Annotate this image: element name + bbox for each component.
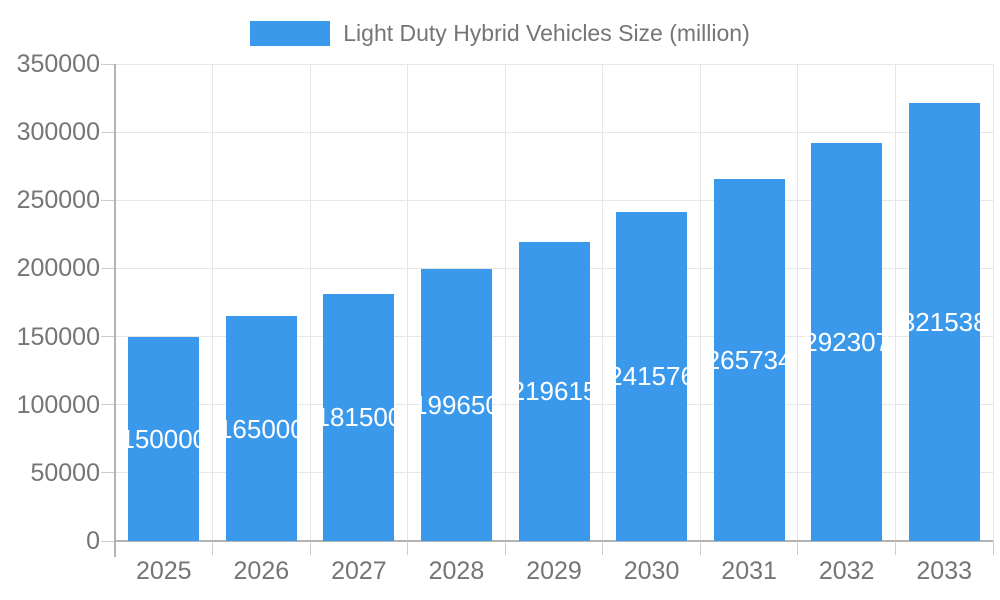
bar[interactable] [713, 178, 785, 541]
v-gridline [504, 64, 506, 541]
x-tick [894, 541, 896, 555]
bar[interactable] [128, 336, 200, 541]
y-tick [101, 267, 115, 269]
y-tick-label: 200000 [16, 254, 100, 283]
h-gridline [115, 63, 993, 65]
x-tick-label: 2032 [818, 557, 875, 585]
legend-label: Light Duty Hybrid Vehicles Size (million… [343, 20, 750, 46]
y-tick-label: 0 [86, 527, 100, 555]
y-tick-label: 100000 [16, 390, 100, 419]
x-tick-label: 2028 [428, 557, 485, 585]
v-gridline [699, 64, 701, 541]
x-tick-label: 2030 [623, 557, 680, 585]
bar[interactable] [616, 211, 688, 541]
x-tick-label: 2025 [135, 557, 192, 585]
x-tick [602, 541, 604, 555]
y-tick-label: 150000 [16, 322, 100, 351]
y-tick [101, 199, 115, 201]
x-tick-label: 2033 [916, 557, 973, 585]
x-tick [699, 541, 701, 555]
y-tick [101, 336, 115, 338]
v-gridline [212, 64, 214, 541]
v-gridline [602, 64, 604, 541]
bar[interactable] [420, 268, 492, 541]
x-tick-label: 2027 [331, 557, 387, 585]
y-tick [101, 540, 115, 542]
bar[interactable] [518, 241, 590, 541]
v-gridline [309, 64, 311, 541]
x-tick [504, 541, 506, 555]
y-tick-label: 350000 [16, 50, 100, 78]
x-tick [797, 541, 799, 555]
x-tick [992, 541, 994, 555]
x-tick [212, 541, 214, 555]
y-tick [101, 472, 115, 474]
x-axis-line [115, 540, 993, 542]
h-gridline [115, 131, 993, 133]
x-tick [309, 541, 311, 555]
y-tick-label: 300000 [16, 118, 100, 147]
y-tick [101, 63, 115, 65]
bar[interactable] [323, 293, 395, 541]
y-tick [101, 131, 115, 133]
v-gridline [407, 64, 409, 541]
y-tick-label: 50000 [30, 458, 100, 487]
x-tick-label: 2029 [526, 557, 582, 585]
bar[interactable] [908, 102, 980, 541]
y-tick [101, 404, 115, 406]
x-tick-label: 2031 [721, 557, 777, 585]
y-tick-label: 250000 [16, 186, 100, 215]
chart-legend: Light Duty Hybrid Vehicles Size (million… [0, 20, 1000, 47]
y-axis-line [114, 64, 116, 557]
bar[interactable] [225, 316, 297, 541]
v-gridline [797, 64, 799, 541]
legend-swatch [250, 21, 331, 46]
v-gridline [992, 64, 994, 541]
x-tick-label: 2026 [233, 557, 290, 585]
v-gridline [894, 64, 896, 541]
x-tick [407, 541, 409, 555]
h-gridline [115, 199, 993, 201]
bar[interactable] [811, 142, 883, 541]
